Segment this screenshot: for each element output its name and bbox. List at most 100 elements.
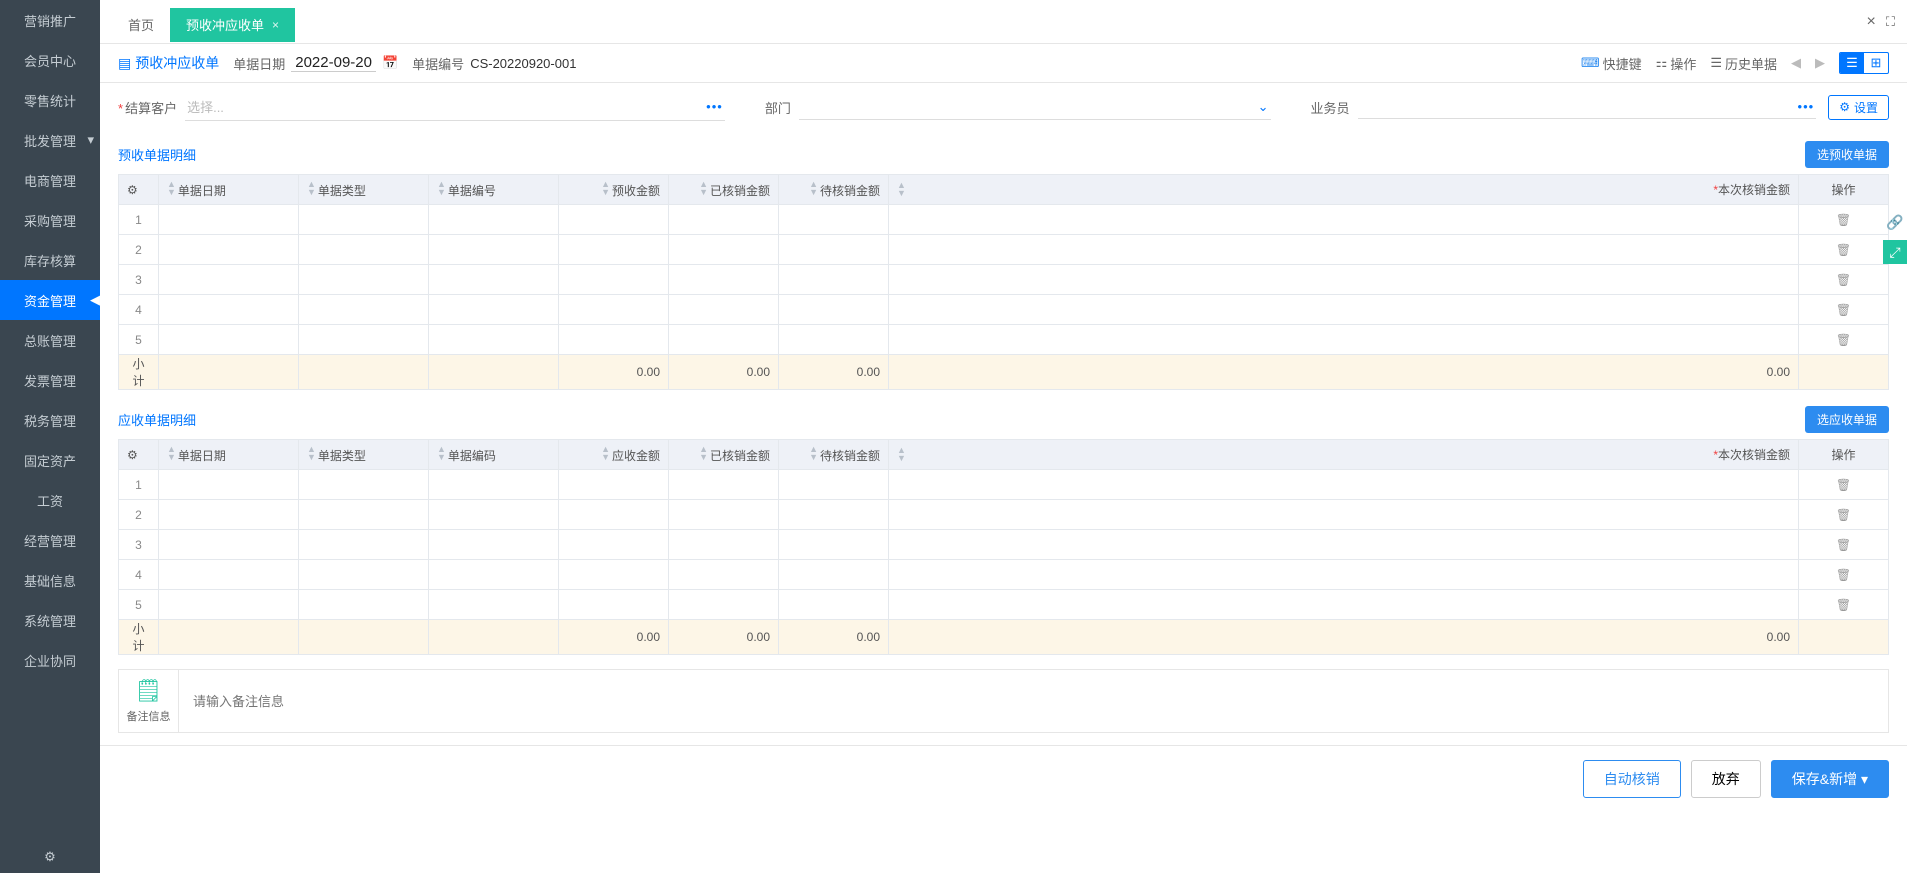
col-verified[interactable]: ▲▼已核销金额 — [669, 440, 779, 470]
code-value: CS-20220920-001 — [470, 56, 576, 71]
settings-button[interactable]: ⚙ 设置 — [1828, 95, 1889, 120]
sidebar-item-system[interactable]: 系统管理 — [0, 600, 100, 640]
history-link[interactable]: ☰历史单据 — [1710, 54, 1777, 73]
sidebar-item-member[interactable]: 会员中心 — [0, 40, 100, 80]
dept-select[interactable]: ⌄ — [799, 95, 1271, 120]
sidebar-item-wholesale[interactable]: 批发管理▾ — [0, 120, 100, 160]
delete-icon[interactable]: 🗑 — [1836, 478, 1851, 492]
sidebar-item-retail-stats[interactable]: 零售统计 — [0, 80, 100, 120]
close-all-icon[interactable]: × — [1867, 13, 1876, 31]
list-icon: ☰ — [1710, 55, 1722, 71]
date-value[interactable]: 2022-09-20 — [291, 54, 376, 72]
table-row[interactable]: 2🗑 — [119, 500, 1889, 530]
table-row[interactable]: 1🗑 — [119, 205, 1889, 235]
section-prepay: 预收单据明细 选预收单据 ⚙ ▲▼单据日期 ▲▼单据类型 ▲▼单据编号 ▲▼预收… — [100, 125, 1907, 390]
col-amount[interactable]: ▲▼应收金额 — [559, 440, 669, 470]
operate-link[interactable]: ⚏操作 — [1656, 54, 1697, 73]
calendar-icon[interactable]: 📅 — [382, 55, 398, 71]
save-new-button[interactable]: 保存&新增 ▾ — [1771, 760, 1889, 798]
col-type[interactable]: ▲▼单据类型 — [299, 440, 429, 470]
col-pending[interactable]: ▲▼待核销金额 — [779, 440, 889, 470]
table-row[interactable]: 5🗑 — [119, 590, 1889, 620]
discard-button[interactable]: 放弃 — [1691, 760, 1761, 798]
table-row[interactable]: 3🗑 — [119, 530, 1889, 560]
sidebar-item-inventory[interactable]: 库存核算 — [0, 240, 100, 280]
sidebar-settings-icon[interactable]: ⚙ — [0, 841, 100, 873]
keyboard-icon: ⌨ — [1581, 55, 1600, 71]
col-amount[interactable]: ▲▼预收金额 — [559, 175, 669, 205]
select-receivable-button[interactable]: 选应收单据 — [1805, 406, 1889, 433]
fullscreen-icon[interactable]: ⛶ — [1886, 14, 1895, 30]
expand-icon[interactable]: ⤢ — [1883, 240, 1907, 264]
table-row[interactable]: 1🗑 — [119, 470, 1889, 500]
subtotal-row: 小计 0.000.000.00 0.00 — [119, 620, 1889, 655]
delete-icon[interactable]: 🗑 — [1836, 213, 1851, 227]
remark-box: 🗒 备注信息 — [118, 669, 1889, 733]
section-receivable: 应收单据明细 选应收单据 ⚙ ▲▼单据日期 ▲▼单据类型 ▲▼单据编码 ▲▼应收… — [100, 390, 1907, 655]
sidebar-item-operation[interactable]: 经营管理 — [0, 520, 100, 560]
chevron-down-icon[interactable]: ⌄ — [1258, 99, 1269, 115]
col-date[interactable]: ▲▼单据日期 — [159, 175, 299, 205]
customer-select[interactable]: 选择... ••• — [185, 93, 725, 121]
gear-header-icon[interactable]: ⚙ — [119, 175, 159, 205]
table-row[interactable]: 4🗑 — [119, 295, 1889, 325]
sidebar-item-collab[interactable]: 企业协同 — [0, 640, 100, 680]
delete-icon[interactable]: 🗑 — [1836, 508, 1851, 522]
tab-prepay-offset[interactable]: 预收冲应收单 × — [170, 8, 295, 42]
doc-icon: ▤ — [118, 55, 131, 72]
sidebar-item-salary[interactable]: 工资 — [0, 480, 100, 520]
tab-home[interactable]: 首页 — [112, 8, 170, 42]
col-this[interactable]: ▲▼*本次核销金额 — [889, 175, 1799, 205]
col-this[interactable]: ▲▼*本次核销金额 — [889, 440, 1799, 470]
caret-down-icon: ▾ — [87, 132, 94, 148]
col-op: 操作 — [1799, 440, 1889, 470]
doc-title: ▤ 预收冲应收单 — [118, 53, 219, 73]
select-prepay-button[interactable]: 选预收单据 — [1805, 141, 1889, 168]
salesman-more-icon[interactable]: ••• — [1798, 99, 1815, 114]
delete-icon[interactable]: 🗑 — [1836, 568, 1851, 582]
sidebar-item-ledger[interactable]: 总账管理 — [0, 320, 100, 360]
sidebar-item-basic[interactable]: 基础信息 — [0, 560, 100, 600]
sidebar-item-ecommerce[interactable]: 电商管理 — [0, 160, 100, 200]
col-verified[interactable]: ▲▼已核销金额 — [669, 175, 779, 205]
col-date[interactable]: ▲▼单据日期 — [159, 440, 299, 470]
view-list-icon[interactable]: ☰ — [1840, 53, 1864, 73]
view-card-icon[interactable]: ⊞ — [1864, 53, 1888, 73]
table-row[interactable]: 3🗑 — [119, 265, 1889, 295]
table-row[interactable]: 5🗑 — [119, 325, 1889, 355]
sidebar-item-fund[interactable]: 资金管理◀ — [0, 280, 100, 320]
col-code[interactable]: ▲▼单据编码 — [429, 440, 559, 470]
delete-icon[interactable]: 🗑 — [1836, 538, 1851, 552]
prepay-table: ⚙ ▲▼单据日期 ▲▼单据类型 ▲▼单据编号 ▲▼预收金额 ▲▼已核销金额 ▲▼… — [118, 174, 1889, 390]
delete-icon[interactable]: 🗑 — [1836, 243, 1851, 257]
chevron-down-icon: ▾ — [1861, 771, 1868, 787]
gear-header-icon[interactable]: ⚙ — [119, 440, 159, 470]
link-icon[interactable]: 🔗 — [1883, 210, 1907, 234]
next-doc-icon[interactable]: ▶ — [1815, 55, 1825, 71]
auto-verify-button[interactable]: 自动核销 — [1583, 760, 1681, 798]
sidebar-item-marketing[interactable]: 营销推广 — [0, 0, 100, 40]
sidebar-item-invoice[interactable]: 发票管理 — [0, 360, 100, 400]
note-icon: 🗒 — [135, 678, 163, 704]
sidebar-item-fixed-asset[interactable]: 固定资产 — [0, 440, 100, 480]
customer-label: *结算客户 — [118, 98, 177, 117]
tab-close-icon[interactable]: × — [272, 18, 279, 32]
col-type[interactable]: ▲▼单据类型 — [299, 175, 429, 205]
delete-icon[interactable]: 🗑 — [1836, 598, 1851, 612]
table-row[interactable]: 4🗑 — [119, 560, 1889, 590]
delete-icon[interactable]: 🗑 — [1836, 303, 1851, 317]
col-code[interactable]: ▲▼单据编号 — [429, 175, 559, 205]
customer-more-icon[interactable]: ••• — [706, 99, 723, 114]
delete-icon[interactable]: 🗑 — [1836, 273, 1851, 287]
sidebar-item-tax[interactable]: 税务管理 — [0, 400, 100, 440]
sidebar-item-purchase[interactable]: 采购管理 — [0, 200, 100, 240]
salesman-select[interactable]: ••• — [1358, 95, 1817, 119]
table-row[interactable]: 2🗑 — [119, 235, 1889, 265]
remark-input[interactable] — [193, 694, 1874, 709]
shortcut-link[interactable]: ⌨快捷键 — [1581, 54, 1642, 73]
prev-doc-icon[interactable]: ◀ — [1791, 55, 1801, 71]
section1-title: 预收单据明细 — [118, 145, 196, 164]
col-pending[interactable]: ▲▼待核销金额 — [779, 175, 889, 205]
delete-icon[interactable]: 🗑 — [1836, 333, 1851, 347]
footer-actions: 自动核销 放弃 保存&新增 ▾ — [100, 745, 1907, 812]
